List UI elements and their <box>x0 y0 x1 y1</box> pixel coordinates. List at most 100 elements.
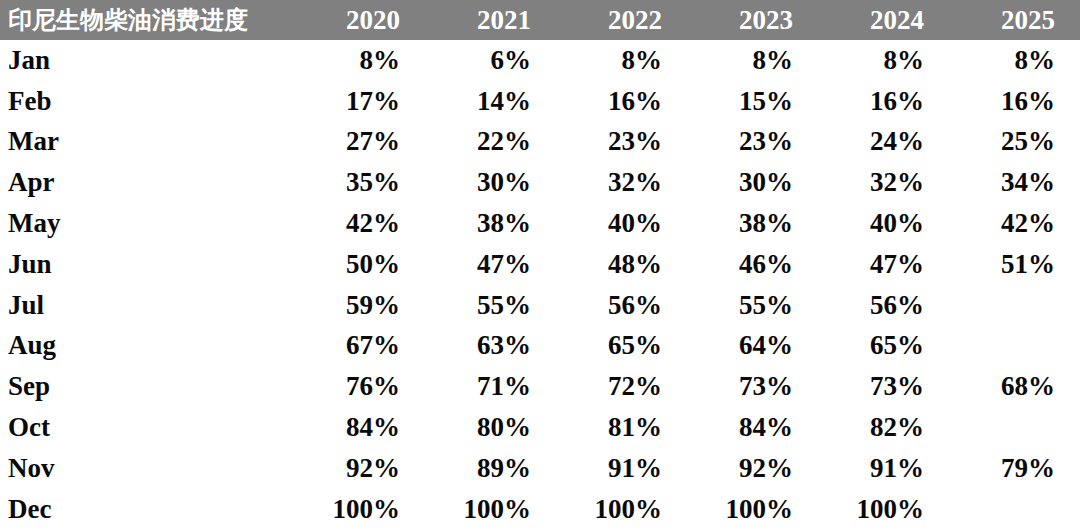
progress-value: 32% <box>793 162 924 203</box>
table-row: Jul59%55%56%55%56% <box>0 285 1080 326</box>
progress-value: 92% <box>662 448 793 489</box>
progress-value: 100% <box>793 489 924 530</box>
progress-value: 30% <box>400 162 531 203</box>
table-row: Aug67%63%65%64%65% <box>0 326 1080 367</box>
progress-value: 32% <box>531 162 662 203</box>
table-title: 印尼生物柴油消费进度 <box>0 0 269 40</box>
month-label: Feb <box>0 81 269 122</box>
month-label: Aug <box>0 326 269 367</box>
progress-value: 56% <box>531 285 662 326</box>
progress-value: 100% <box>662 489 793 530</box>
progress-value: 15% <box>662 81 793 122</box>
progress-value: 82% <box>793 407 924 448</box>
table-row: Jan8%6%8%8%8%8% <box>0 40 1080 81</box>
progress-value: 16% <box>793 81 924 122</box>
month-label: Mar <box>0 122 269 163</box>
progress-value: 79% <box>924 448 1080 489</box>
table-row: May42%38%40%38%40%42% <box>0 203 1080 244</box>
progress-value: 65% <box>793 326 924 367</box>
progress-value: 46% <box>662 244 793 285</box>
progress-value: 59% <box>269 285 400 326</box>
progress-value: 71% <box>400 366 531 407</box>
table-row: Jun50%47%48%46%47%51% <box>0 244 1080 285</box>
progress-value: 48% <box>531 244 662 285</box>
progress-value: 6% <box>400 40 531 81</box>
progress-value: 100% <box>269 489 400 530</box>
biodiesel-progress-table: 印尼生物柴油消费进度 2020 2021 2022 2023 2024 2025… <box>0 0 1080 530</box>
progress-value: 34% <box>924 162 1080 203</box>
progress-value: 65% <box>531 326 662 367</box>
progress-value: 23% <box>531 122 662 163</box>
progress-value: 8% <box>662 40 793 81</box>
progress-value: 47% <box>793 244 924 285</box>
progress-value <box>924 285 1080 326</box>
progress-value: 80% <box>400 407 531 448</box>
progress-value: 84% <box>662 407 793 448</box>
progress-value: 55% <box>662 285 793 326</box>
header-row: 印尼生物柴油消费进度 2020 2021 2022 2023 2024 2025 <box>0 0 1080 40</box>
progress-value: 40% <box>531 203 662 244</box>
progress-value: 63% <box>400 326 531 367</box>
progress-value: 38% <box>400 203 531 244</box>
progress-value: 8% <box>269 40 400 81</box>
table-row: Oct84%80%81%84%82% <box>0 407 1080 448</box>
progress-value: 92% <box>269 448 400 489</box>
month-label: Dec <box>0 489 269 530</box>
progress-value: 81% <box>531 407 662 448</box>
table-row: Sep76%71%72%73%73%68% <box>0 366 1080 407</box>
table-body: Jan8%6%8%8%8%8%Feb17%14%16%15%16%16%Mar2… <box>0 40 1080 530</box>
progress-value: 17% <box>269 81 400 122</box>
progress-value: 8% <box>531 40 662 81</box>
progress-value: 73% <box>662 366 793 407</box>
year-header-2022: 2022 <box>531 0 662 40</box>
progress-value: 25% <box>924 122 1080 163</box>
month-label: Jul <box>0 285 269 326</box>
progress-value <box>924 326 1080 367</box>
progress-value: 47% <box>400 244 531 285</box>
month-label: Nov <box>0 448 269 489</box>
progress-value: 35% <box>269 162 400 203</box>
progress-value: 38% <box>662 203 793 244</box>
month-label: Sep <box>0 366 269 407</box>
year-header-2023: 2023 <box>662 0 793 40</box>
month-label: May <box>0 203 269 244</box>
progress-value: 24% <box>793 122 924 163</box>
progress-value: 27% <box>269 122 400 163</box>
progress-value: 16% <box>924 81 1080 122</box>
progress-value: 72% <box>531 366 662 407</box>
progress-value: 8% <box>793 40 924 81</box>
progress-value: 30% <box>662 162 793 203</box>
progress-value: 67% <box>269 326 400 367</box>
progress-value: 73% <box>793 366 924 407</box>
progress-value: 91% <box>531 448 662 489</box>
progress-value <box>924 407 1080 448</box>
year-header-2025: 2025 <box>924 0 1080 40</box>
progress-value: 8% <box>924 40 1080 81</box>
progress-value: 40% <box>793 203 924 244</box>
month-label: Apr <box>0 162 269 203</box>
month-label: Jun <box>0 244 269 285</box>
progress-value: 50% <box>269 244 400 285</box>
year-header-2024: 2024 <box>793 0 924 40</box>
progress-value: 51% <box>924 244 1080 285</box>
progress-value: 84% <box>269 407 400 448</box>
month-label: Oct <box>0 407 269 448</box>
progress-value: 76% <box>269 366 400 407</box>
progress-value: 89% <box>400 448 531 489</box>
table-row: Feb17%14%16%15%16%16% <box>0 81 1080 122</box>
year-header-2020: 2020 <box>269 0 400 40</box>
progress-value: 14% <box>400 81 531 122</box>
progress-value: 16% <box>531 81 662 122</box>
progress-value: 100% <box>400 489 531 530</box>
table-row: Apr35%30%32%30%32%34% <box>0 162 1080 203</box>
year-header-2021: 2021 <box>400 0 531 40</box>
progress-value: 55% <box>400 285 531 326</box>
progress-value <box>924 489 1080 530</box>
progress-value: 56% <box>793 285 924 326</box>
month-label: Jan <box>0 40 269 81</box>
table-row: Nov92%89%91%92%91%79% <box>0 448 1080 489</box>
progress-value: 42% <box>269 203 400 244</box>
progress-value: 22% <box>400 122 531 163</box>
progress-value: 23% <box>662 122 793 163</box>
table-row: Mar27%22%23%23%24%25% <box>0 122 1080 163</box>
